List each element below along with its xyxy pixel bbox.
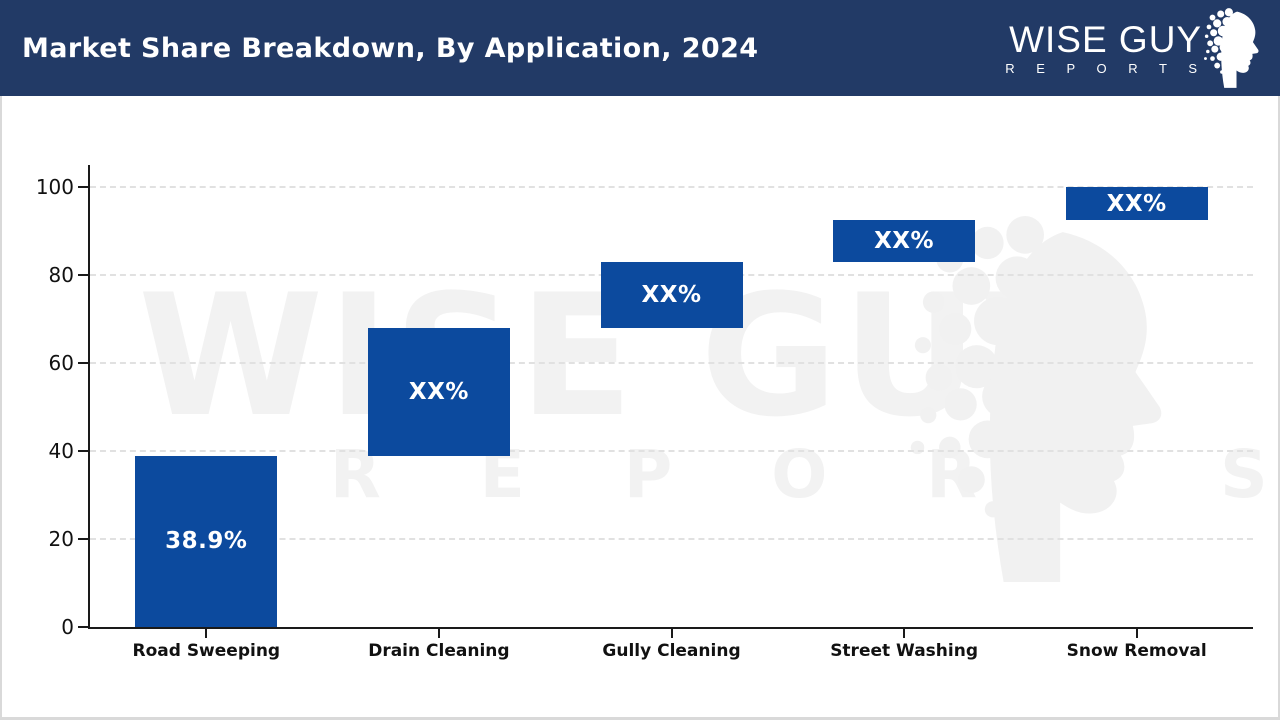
brand-subname: R E P O R T S <box>1005 61 1206 76</box>
bar-street-washing: XX% <box>833 220 976 262</box>
y-axis-tick <box>78 626 88 628</box>
y-axis-tick-label: 80 <box>48 263 74 287</box>
y-axis-tick-label: 60 <box>48 351 74 375</box>
y-axis-tick <box>78 362 88 364</box>
y-axis-tick-label: 0 <box>61 615 74 639</box>
page-title: Market Share Breakdown, By Application, … <box>22 32 759 64</box>
y-axis-tick-label: 100 <box>35 175 74 199</box>
x-axis-tick <box>1135 629 1138 638</box>
x-axis-category-label: Street Washing <box>830 641 978 661</box>
y-axis-tick-label: 40 <box>48 439 74 463</box>
x-axis-category-label: Road Sweeping <box>132 641 281 661</box>
x-axis-tick <box>670 629 673 638</box>
bar-road-sweeping: 38.9% <box>135 455 278 627</box>
bar-value-label: XX% <box>408 378 469 405</box>
y-axis-tick <box>78 186 88 188</box>
bar-drain-cleaning: XX% <box>367 327 510 456</box>
brand-wordmark: WISE GUY R E P O R T S <box>1005 21 1206 75</box>
x-axis-tick <box>437 629 440 638</box>
header-bar: Market Share Breakdown, By Application, … <box>0 0 1280 96</box>
y-axis-tick <box>78 450 88 452</box>
brand-name: WISE GUY <box>1009 19 1203 60</box>
y-axis-tick <box>78 274 88 276</box>
x-axis-line <box>88 627 1253 629</box>
y-axis-tick <box>78 538 88 540</box>
bar-gully-cleaning: XX% <box>600 261 743 328</box>
y-axis-line <box>88 165 90 629</box>
x-axis-category-label: Gully Cleaning <box>602 641 741 661</box>
y-axis-tick-label: 20 <box>48 527 74 551</box>
brand-logo: WISE GUY R E P O R T S <box>1005 6 1266 90</box>
x-axis-category-label: Drain Cleaning <box>368 641 510 661</box>
gridline-y-20 <box>90 538 1253 540</box>
x-axis-tick <box>903 629 906 638</box>
brand-dotted-head-icon <box>1204 8 1259 88</box>
bar-snow-removal: XX% <box>1065 187 1208 220</box>
bar-value-label: XX% <box>641 281 702 308</box>
gridline-y-60 <box>90 362 1253 364</box>
gridline-y-100 <box>90 186 1253 188</box>
bar-value-label: XX% <box>874 227 935 254</box>
bar-value-label: 38.9% <box>165 528 248 555</box>
x-axis-tick <box>205 629 208 638</box>
gridline-y-40 <box>90 450 1253 452</box>
bar-value-label: XX% <box>1106 190 1167 217</box>
x-axis-category-label: Snow Removal <box>1066 641 1207 661</box>
